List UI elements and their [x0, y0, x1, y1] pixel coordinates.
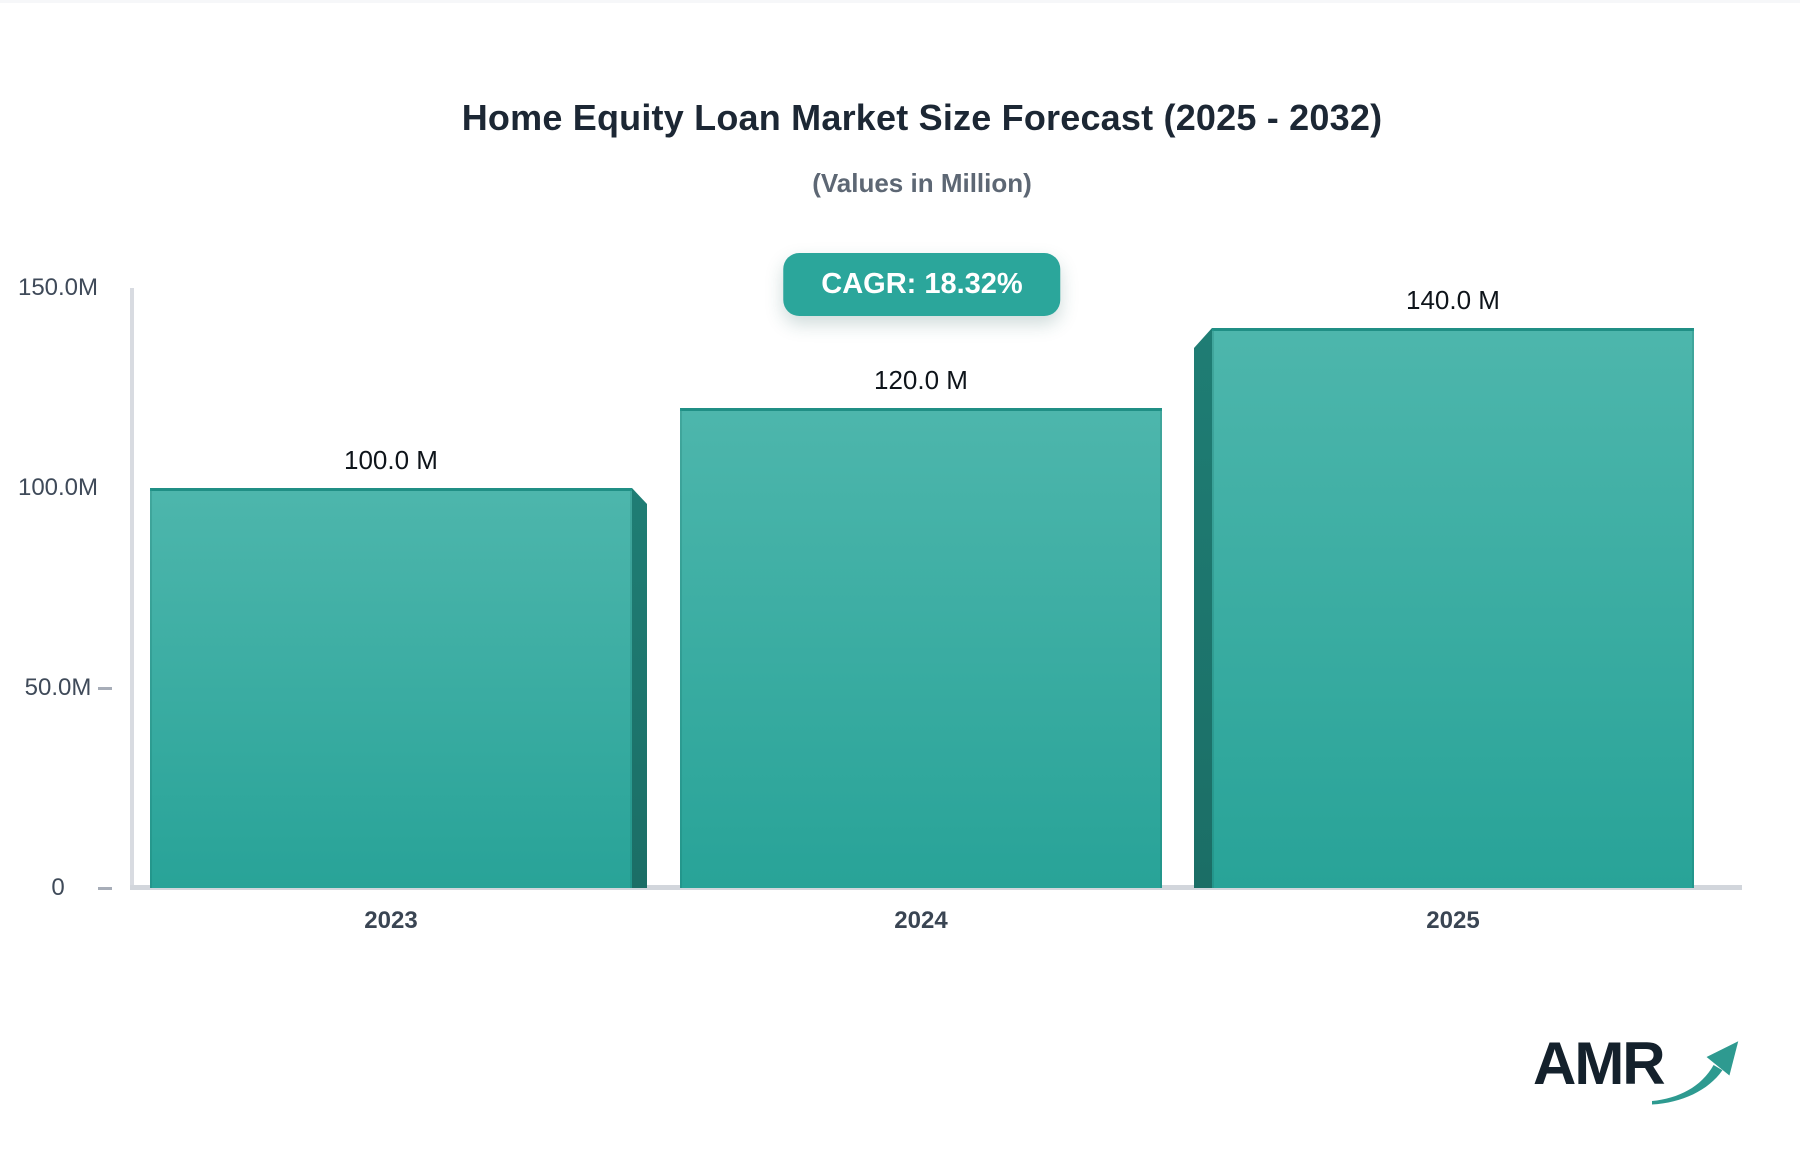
bar-3d-side-shadow [632, 488, 647, 888]
x-axis-label-2023: 2023 [364, 907, 418, 934]
y-axis-tick-label: 50.0M [24, 674, 92, 701]
x-axis-label-2024: 2024 [894, 907, 948, 934]
y-axis-tick-label: 0 [51, 874, 65, 901]
amr-logo-text: AMR [1533, 1030, 1666, 1097]
x-axis-label-2025: 2025 [1426, 907, 1480, 934]
bar-value-label: 140.0 M [1406, 285, 1500, 315]
chart-subtitle: (Values in Million) [812, 168, 1032, 198]
amr-logo: AMR [1533, 1032, 1740, 1110]
chart-title: Home Equity Loan Market Size Forecast (2… [461, 97, 1383, 138]
cagr-badge-label: CAGR: 18.32% [821, 268, 1023, 300]
bar-2023 [150, 488, 632, 888]
y-axis-tick-mark [98, 687, 112, 690]
growth-arrow-icon [1651, 1041, 1738, 1105]
page-top-border [0, 0, 1800, 3]
y-axis-line [130, 288, 134, 888]
bar-value-label: 120.0 M [874, 365, 968, 395]
bar-3d-side-shadow [1194, 328, 1212, 888]
y-axis-tick-mark [98, 887, 112, 890]
cagr-badge: CAGR: 18.32% [783, 253, 1061, 316]
y-axis-tick-label: 150.0M [17, 274, 99, 301]
bar-value-label: 100.0 M [344, 445, 438, 475]
bar-2025 [1212, 328, 1694, 888]
bar-2024 [680, 408, 1162, 888]
y-axis-tick-label: 100.0M [17, 474, 99, 501]
